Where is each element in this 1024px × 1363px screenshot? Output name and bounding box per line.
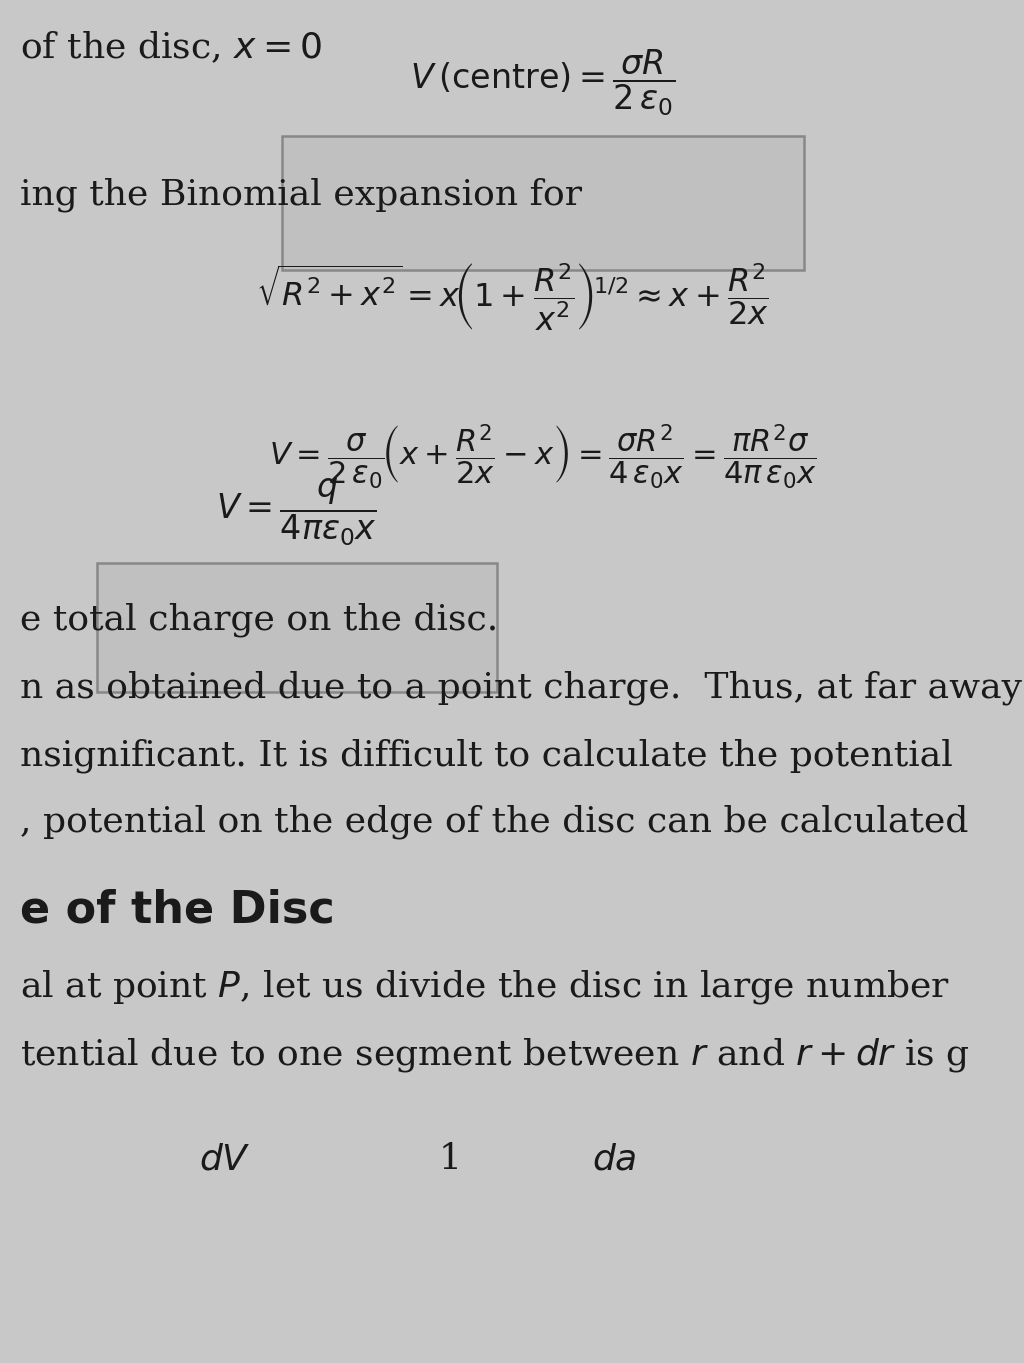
Text: ing the Binomial expansion for: ing the Binomial expansion for	[20, 177, 583, 211]
Text: $V = \dfrac{q}{4\pi\varepsilon_0 x}$: $V = \dfrac{q}{4\pi\varepsilon_0 x}$	[216, 477, 378, 548]
Text: tential due to one segment between $r$ and $r + dr$ is g: tential due to one segment between $r$ a…	[20, 1036, 971, 1074]
FancyBboxPatch shape	[282, 136, 804, 270]
Text: $da$: $da$	[592, 1142, 637, 1176]
Text: , potential on the edge of the disc can be calculated: , potential on the edge of the disc can …	[20, 804, 969, 838]
Text: e total charge on the disc.: e total charge on the disc.	[20, 602, 499, 637]
Text: n as obtained due to a point charge.  Thus, at far away: n as obtained due to a point charge. Thu…	[20, 671, 1023, 705]
Text: $dV$: $dV$	[200, 1142, 251, 1176]
Text: 1: 1	[439, 1142, 462, 1176]
Text: $\sqrt{R^2 + x^2} = x\!\left(1 + \dfrac{R^2}{x^2}\right)^{\!1/2} \approx x + \df: $\sqrt{R^2 + x^2} = x\!\left(1 + \dfrac{…	[256, 262, 768, 333]
Text: nsignificant. It is difficult to calculate the potential: nsignificant. It is difficult to calcula…	[20, 739, 965, 773]
Text: $V\,(\mathrm{centre}) = \dfrac{\sigma R}{2\,\varepsilon_0}$: $V\,(\mathrm{centre}) = \dfrac{\sigma R}…	[411, 48, 675, 119]
Text: e of the Disc: e of the Disc	[20, 889, 335, 932]
Text: al at point $P$, let us divide the disc in large number: al at point $P$, let us divide the disc …	[20, 968, 950, 1006]
Text: $V = \dfrac{\sigma}{2\,\varepsilon_0}\!\left(x + \dfrac{R^2}{2x} - x\right) = \d: $V = \dfrac{\sigma}{2\,\varepsilon_0}\!\…	[268, 423, 817, 492]
Text: of the disc, $x = 0$: of the disc, $x = 0$	[20, 30, 323, 65]
FancyBboxPatch shape	[97, 563, 497, 692]
